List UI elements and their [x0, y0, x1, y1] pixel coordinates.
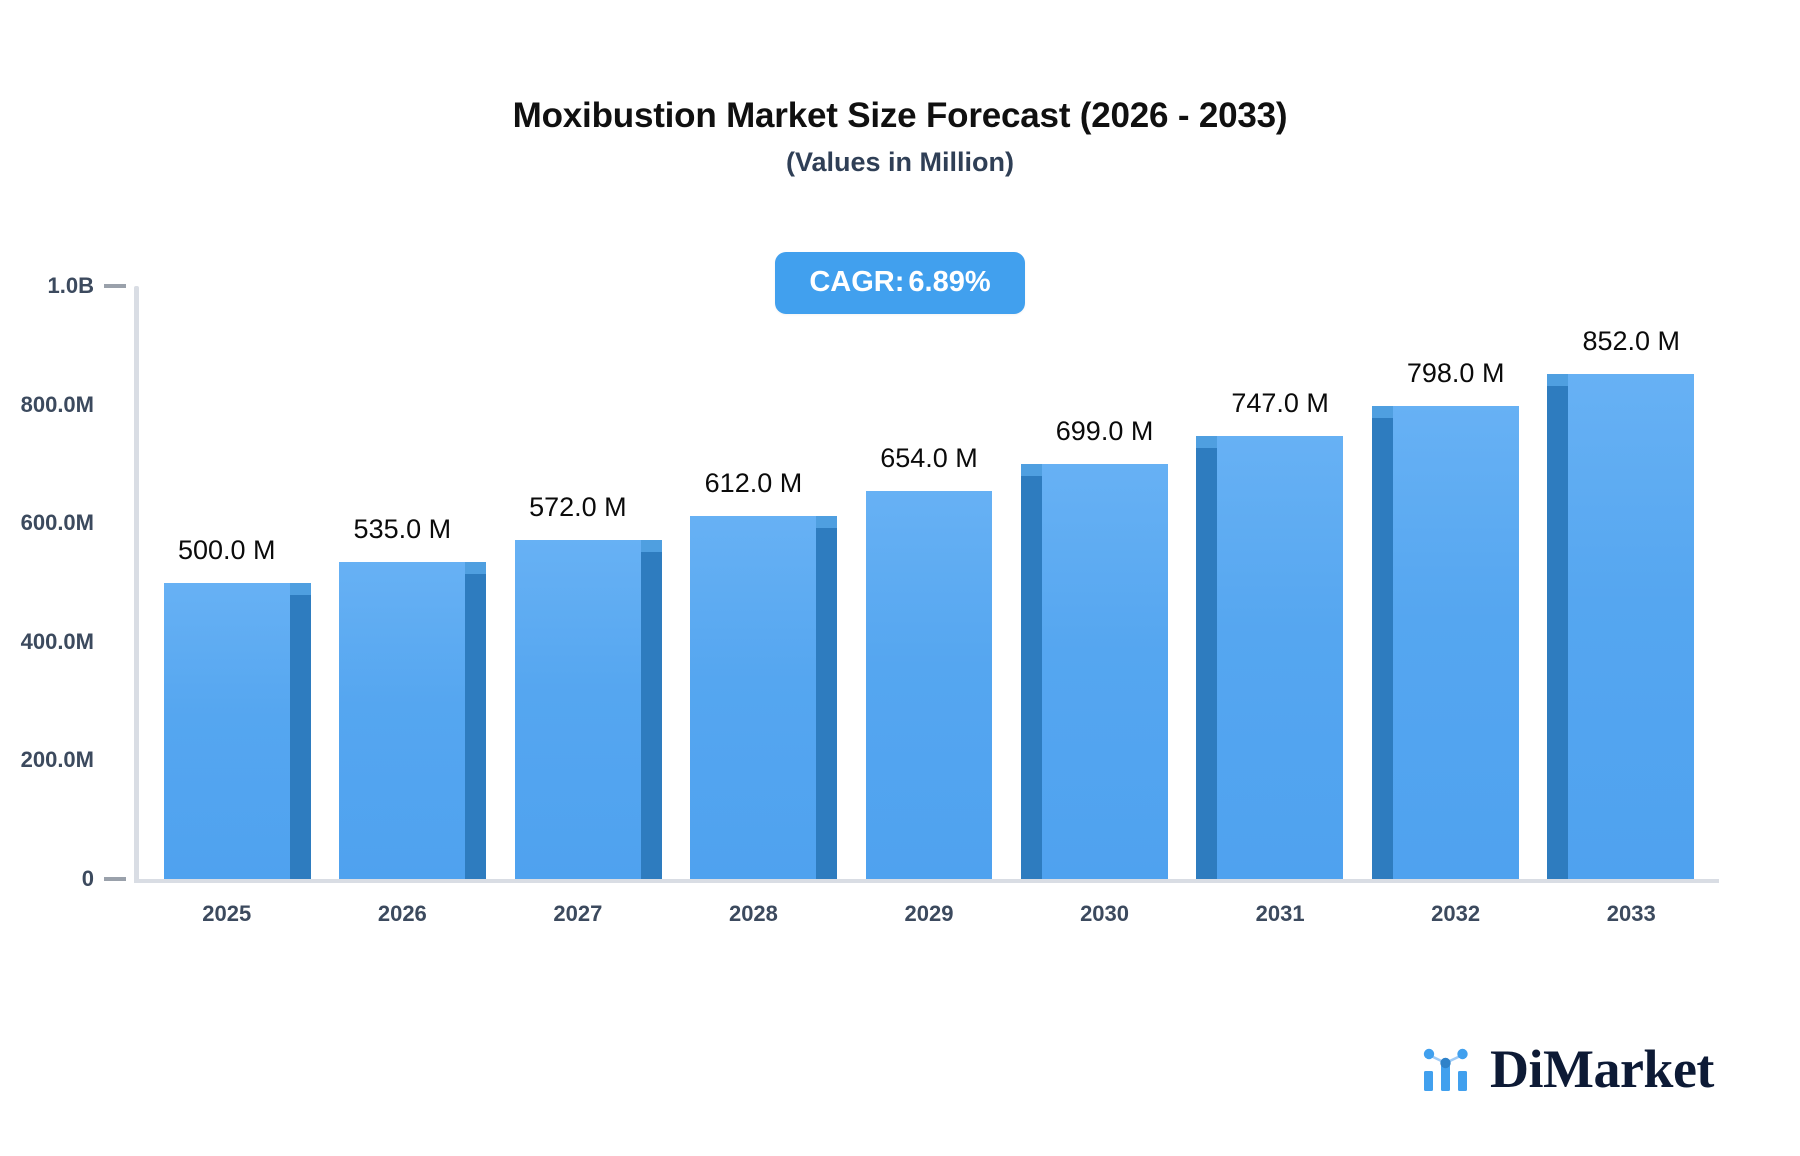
bar-front-face: [690, 516, 817, 879]
bar-value-label: 535.0 M: [353, 513, 452, 544]
bar-2025[interactable]: [163, 582, 311, 879]
bar-front-face: [163, 582, 290, 879]
x-axis-label-2029: 2029: [904, 901, 954, 926]
bar-side-panel: [815, 528, 838, 879]
bar-side-panel: [639, 551, 662, 879]
bar-value-label: 500.0 M: [177, 534, 276, 565]
cagr-label: CAGR:: [809, 266, 905, 298]
x-axis-label-2033: 2033: [1606, 901, 1656, 926]
y-axis-label: 1.0B: [47, 273, 94, 298]
bar-value-label: 798.0 M: [1406, 357, 1505, 388]
bar-side-panel: [1020, 476, 1043, 879]
bar-2029[interactable]: [866, 491, 992, 879]
x-axis-label-2028: 2028: [728, 901, 778, 926]
bar-top-bevel: [464, 561, 487, 574]
bar-front-face: [1041, 464, 1168, 879]
bar-2028[interactable]: [690, 516, 838, 879]
y-axis-label: 0: [81, 866, 94, 891]
title-block: Moxibustion Market Size Forecast (2026 -…: [0, 96, 1800, 178]
bar-front-face: [339, 561, 466, 879]
y-axis-label: 800.0M: [20, 391, 94, 417]
cagr-value: 6.89%: [908, 266, 991, 298]
bar-side-panel: [288, 594, 311, 879]
x-axis-label-2032: 2032: [1431, 901, 1481, 926]
bar-side-panel: [1371, 417, 1394, 879]
bar-value-label: 654.0 M: [880, 443, 978, 474]
y-axis-tick-mark: [104, 877, 126, 881]
y-axis-label: 400.0M: [20, 628, 94, 654]
y-axis-label: 600.0M: [20, 510, 94, 536]
bar-side-panel: [1196, 448, 1219, 879]
bar-front-face: [1392, 405, 1519, 879]
x-axis-label-2027: 2027: [553, 901, 603, 926]
x-axis-label-2030: 2030: [1080, 901, 1130, 926]
chart-title: Moxibustion Market Size Forecast (2026 -…: [512, 96, 1288, 135]
bar-2032[interactable]: [1371, 405, 1519, 879]
bar-top-bevel: [1020, 464, 1043, 477]
x-axis-label-2031: 2031: [1255, 901, 1305, 926]
y-axis-label: 200.0M: [20, 747, 94, 773]
logo-wordmark: DiMarket: [1490, 1039, 1714, 1099]
y-axis-line: [134, 286, 139, 882]
y-axis-tick-mark: [104, 284, 126, 288]
bar-top-bevel: [639, 539, 662, 552]
dimarket-logo: DiMarket: [1422, 1036, 1714, 1102]
bar-2027[interactable]: [514, 539, 662, 879]
bar-value-label: 852.0 M: [1582, 325, 1680, 356]
bar-front-face: [866, 491, 992, 879]
cagr-badge: CAGR: 6.89%: [775, 252, 1025, 314]
bar-front-face: [1217, 436, 1344, 879]
bar-top-bevel: [288, 582, 311, 595]
bar-front-face: [1568, 373, 1695, 879]
bar-value-label: 612.0 M: [704, 468, 803, 499]
bar-2033[interactable]: [1547, 373, 1695, 879]
bar-2026[interactable]: [339, 561, 487, 879]
bar-chart-logo-icon: [1423, 1048, 1468, 1091]
bar-top-bevel: [1371, 405, 1394, 418]
bar-value-label: 699.0 M: [1055, 416, 1154, 447]
bar-value-label: 572.0 M: [529, 491, 627, 522]
x-axis-label-2026: 2026: [377, 901, 427, 926]
bar-top-bevel: [1547, 373, 1570, 386]
bar-value-label: 747.0 M: [1231, 388, 1329, 419]
chart-subtitle: (Values in Million): [785, 147, 1015, 177]
bar-front-face: [514, 539, 641, 879]
bar-2031[interactable]: [1196, 436, 1344, 879]
bar-2030[interactable]: [1020, 464, 1168, 879]
x-axis-label-2025: 2025: [202, 901, 252, 926]
bar-side-panel: [1547, 385, 1570, 879]
bar-side-panel: [464, 573, 487, 879]
x-axis-line: [134, 879, 1719, 883]
bar-top-bevel: [1196, 436, 1219, 449]
bar-top-bevel: [815, 516, 838, 529]
cagr-badge-wrapper: CAGR: 6.89%: [0, 252, 1800, 314]
